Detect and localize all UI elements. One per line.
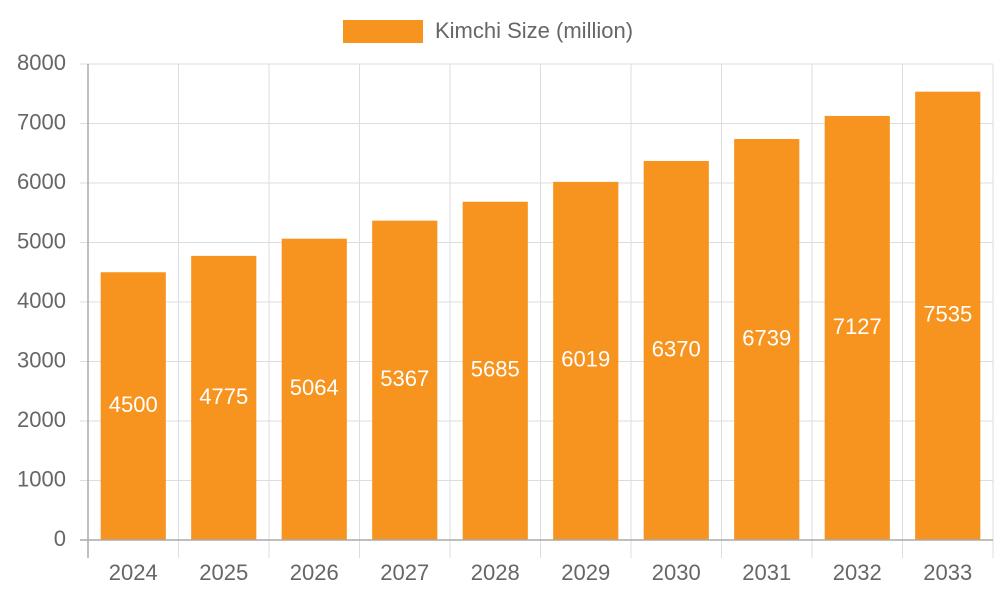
y-tick-label: 0 bbox=[54, 526, 66, 551]
x-tick-label: 2029 bbox=[561, 560, 610, 585]
y-tick-label: 3000 bbox=[17, 347, 66, 372]
bar bbox=[824, 115, 890, 541]
value-label: 6019 bbox=[561, 347, 610, 372]
x-tick-label: 2032 bbox=[833, 560, 882, 585]
x-tick-label: 2033 bbox=[923, 560, 972, 585]
bar bbox=[553, 181, 619, 540]
y-tick-label: 5000 bbox=[17, 228, 66, 253]
x-tick-label: 2026 bbox=[290, 560, 339, 585]
bar bbox=[100, 272, 166, 540]
x-tick-label: 2030 bbox=[652, 560, 701, 585]
x-tick-label: 2028 bbox=[471, 560, 520, 585]
legend-swatch bbox=[343, 20, 423, 43]
bar bbox=[643, 160, 709, 541]
value-label: 5367 bbox=[380, 366, 429, 391]
bar bbox=[462, 201, 528, 540]
value-label: 5064 bbox=[290, 375, 339, 400]
y-tick-label: 1000 bbox=[17, 466, 66, 491]
bar bbox=[191, 255, 257, 540]
y-tick-label: 2000 bbox=[17, 407, 66, 432]
value-label: 7127 bbox=[833, 314, 882, 339]
value-label: 7535 bbox=[923, 302, 972, 327]
bar bbox=[372, 220, 438, 540]
bar bbox=[281, 238, 347, 540]
x-tick-label: 2031 bbox=[742, 560, 791, 585]
value-label: 5685 bbox=[471, 357, 520, 382]
bar bbox=[915, 91, 981, 540]
value-label: 6739 bbox=[742, 325, 791, 350]
x-tick-label: 2025 bbox=[199, 560, 248, 585]
x-tick-label: 2024 bbox=[109, 560, 158, 585]
y-tick-label: 7000 bbox=[17, 109, 66, 134]
value-label: 6370 bbox=[652, 336, 701, 361]
y-tick-label: 4000 bbox=[17, 288, 66, 313]
y-tick-label: 8000 bbox=[17, 50, 66, 75]
y-tick-label: 6000 bbox=[17, 169, 66, 194]
x-tick-label: 2027 bbox=[380, 560, 429, 585]
legend-label: Kimchi Size (million) bbox=[435, 18, 633, 43]
value-label: 4500 bbox=[109, 392, 158, 417]
bar bbox=[734, 139, 800, 541]
value-label: 4775 bbox=[199, 384, 248, 409]
